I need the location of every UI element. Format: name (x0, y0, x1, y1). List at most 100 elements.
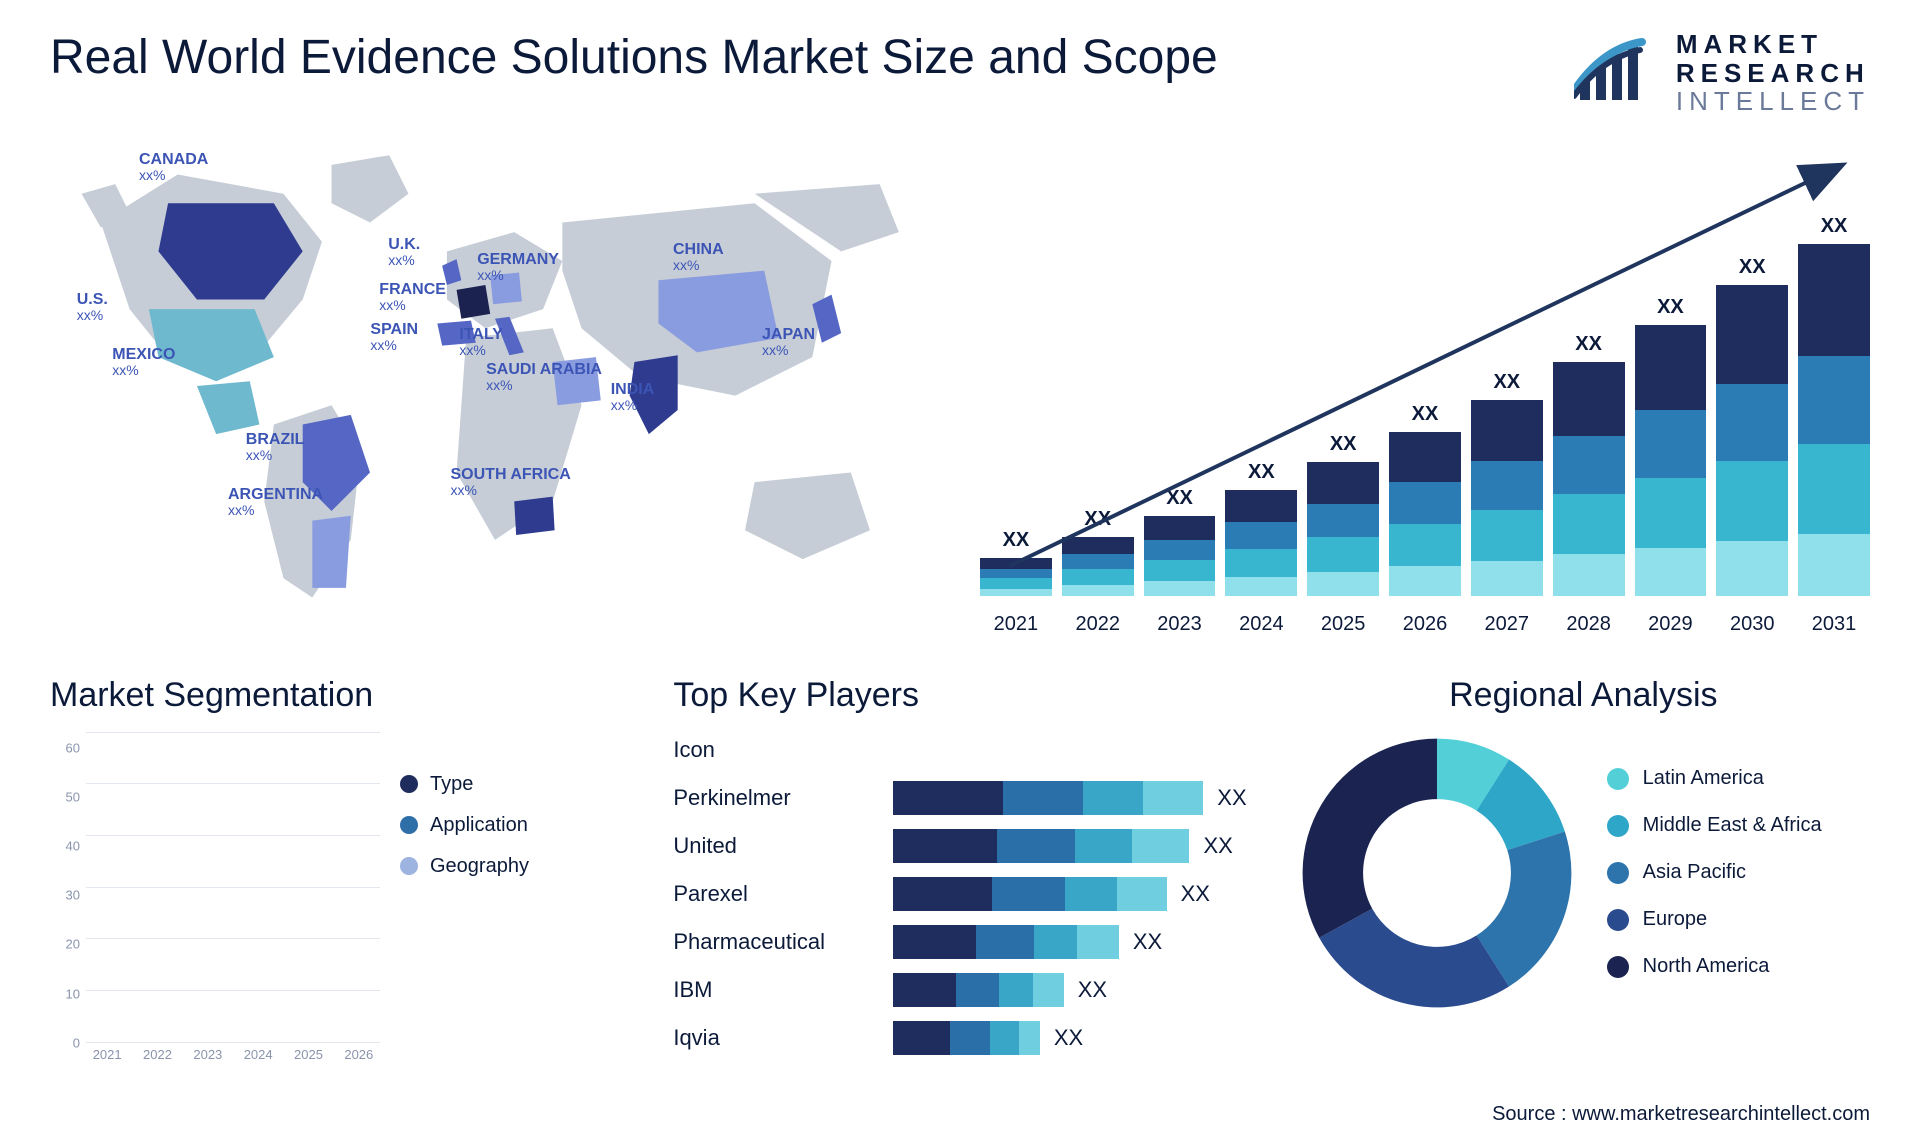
seg-year-label: 2026 (338, 1047, 380, 1073)
kp-label: Icon (673, 733, 873, 767)
kp-value: XX (1217, 785, 1246, 811)
donut-slice (1319, 908, 1509, 1007)
growth-bar-value: XX (1575, 333, 1602, 356)
donut-slice (1302, 738, 1436, 937)
seg-ytick: 40 (50, 839, 80, 854)
growth-bar: XX (1225, 461, 1297, 595)
seg-year-label: 2021 (86, 1047, 128, 1073)
seg-legend-item: Type (400, 773, 529, 796)
kp-value: XX (1181, 881, 1210, 907)
map-label: ITALYxx% (459, 326, 503, 359)
growth-bar: XX (1635, 296, 1707, 596)
segmentation-title: Market Segmentation (50, 676, 623, 715)
seg-ytick: 20 (50, 937, 80, 952)
map-label: JAPANxx% (762, 326, 815, 359)
map-label: U.S.xx% (77, 291, 108, 324)
logo-text-2: RESEARCH (1676, 59, 1870, 88)
growth-bar: XX (1553, 333, 1625, 595)
growth-bar-value: XX (1493, 371, 1520, 394)
growth-bar: XX (980, 529, 1052, 595)
kp-label: Iqvia (673, 1021, 873, 1055)
kp-label: IBM (673, 973, 873, 1007)
regional-legend-item: Europe (1607, 908, 1822, 931)
kp-row: XX (893, 781, 1246, 815)
growth-bar: XX (1798, 215, 1870, 596)
kp-row: XX (893, 877, 1246, 911)
map-label: U.K.xx% (388, 236, 420, 269)
segmentation-panel: Market Segmentation 0 10 20 30 40 50 60 2021 20… (50, 676, 623, 1073)
growth-year-label: 2023 (1144, 613, 1216, 636)
regional-legend: Latin AmericaMiddle East & AfricaAsia Pa… (1607, 767, 1822, 978)
regional-legend-item: Middle East & Africa (1607, 814, 1822, 837)
growth-year-label: 2031 (1798, 613, 1870, 636)
seg-ytick: 50 (50, 789, 80, 804)
growth-bar-chart: XX XX XX XX XX XX XX XX XX XX XX 2021 2022 2023 2024 2… (980, 136, 1870, 636)
growth-year-label: 2026 (1389, 613, 1461, 636)
growth-bar-value: XX (1657, 296, 1684, 319)
kp-row: XX (893, 829, 1246, 863)
regional-legend-item: North America (1607, 955, 1822, 978)
map-label: GERMANYxx% (477, 251, 559, 284)
growth-bar: XX (1471, 371, 1543, 596)
growth-year-label: 2028 (1553, 613, 1625, 636)
regional-legend-item: Latin America (1607, 767, 1822, 790)
map-label: FRANCExx% (379, 281, 446, 314)
map-label: SAUDI ARABIAxx% (486, 361, 602, 394)
growth-bar-value: XX (1248, 461, 1275, 484)
kp-label: United (673, 829, 873, 863)
seg-year-label: 2023 (187, 1047, 229, 1073)
map-label: MEXICOxx% (112, 346, 175, 379)
growth-year-label: 2030 (1716, 613, 1788, 636)
growth-bar-value: XX (1739, 256, 1766, 279)
growth-bar-value: XX (1084, 508, 1111, 531)
seg-year-label: 2022 (136, 1047, 178, 1073)
growth-bar-value: XX (1821, 215, 1848, 238)
map-label: SPAINxx% (370, 321, 418, 354)
world-map: CANADAxx% U.S.xx%MEXICOxx% U.K.xx% FRANCExx… (50, 136, 940, 636)
key-players-bars: XX XX XX XX XX XX (893, 733, 1246, 1055)
kp-value: XX (1133, 929, 1162, 955)
kp-label: Pharmaceutical (673, 925, 873, 959)
source-text: Source : www.marketresearchintellect.com (1492, 1103, 1870, 1126)
regional-donut (1297, 733, 1577, 1013)
growth-bar-value: XX (1166, 487, 1193, 510)
growth-year-label: 2029 (1635, 613, 1707, 636)
kp-label: Parexel (673, 877, 873, 911)
kp-row (893, 733, 1246, 767)
regional-panel: Regional Analysis Latin America Middle Ea… (1297, 676, 1870, 1073)
growth-bar: XX (1716, 256, 1788, 596)
map-label: BRAZILxx% (246, 431, 305, 464)
page-title: Real World Evidence Solutions Market Siz… (50, 30, 1218, 85)
logo-text-1: MARKET (1676, 30, 1870, 59)
seg-ytick: 10 (50, 986, 80, 1001)
growth-bar-value: XX (1003, 529, 1030, 552)
kp-value: XX (1078, 977, 1107, 1003)
kp-row: XX (893, 1021, 1246, 1055)
segmentation-chart: 0102030405060 202120222023202420252026 (50, 733, 380, 1073)
seg-year-label: 2025 (287, 1047, 329, 1073)
growth-year-label: 2024 (1225, 613, 1297, 636)
kp-row: XX (893, 973, 1246, 1007)
logo-text-3: INTELLECT (1676, 87, 1870, 116)
growth-year-label: 2022 (1062, 613, 1134, 636)
seg-ytick: 30 (50, 888, 80, 903)
growth-bar: XX (1389, 403, 1461, 596)
seg-ytick: 0 (50, 1035, 80, 1050)
growth-year-label: 2027 (1471, 613, 1543, 636)
seg-legend-item: Geography (400, 855, 529, 878)
growth-bar: XX (1307, 433, 1379, 595)
key-players-labels: IconPerkinelmerUnitedParexelPharmaceutic… (673, 733, 873, 1055)
map-label: CANADAxx% (139, 151, 208, 184)
map-label: SOUTH AFRICAxx% (451, 466, 571, 499)
growth-bar: XX (1062, 508, 1134, 596)
kp-row: XX (893, 925, 1246, 959)
growth-year-label: 2021 (980, 613, 1052, 636)
map-label: INDIAxx% (611, 381, 655, 414)
growth-bar-value: XX (1330, 433, 1357, 456)
growth-bar-value: XX (1412, 403, 1439, 426)
kp-value: XX (1204, 833, 1233, 859)
brand-logo: MARKET RESEARCH INTELLECT (1574, 30, 1870, 116)
regional-title: Regional Analysis (1297, 676, 1870, 715)
seg-ytick: 60 (50, 740, 80, 755)
seg-legend-item: Application (400, 814, 529, 837)
